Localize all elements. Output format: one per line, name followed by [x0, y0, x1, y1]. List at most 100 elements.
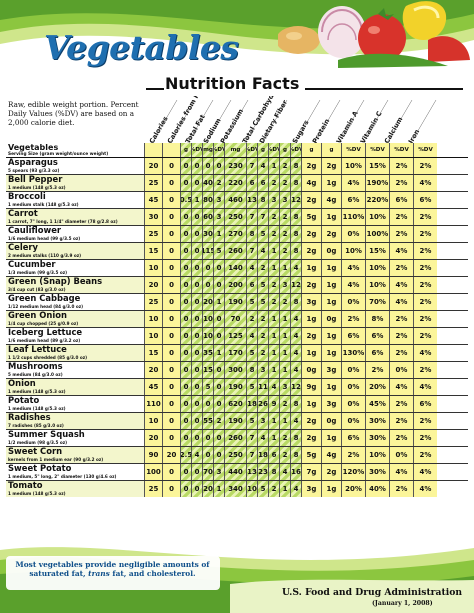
value-cell-carb-g: 23: [257, 464, 268, 480]
column-header: Vitamin A: [335, 109, 360, 145]
serving-size: 1 1/2 cups shredded (85 g/3.0 oz): [8, 354, 88, 360]
value-cell-vita: 2%: [341, 311, 365, 327]
vegetable-cell: Bell Pepper 1 medium (148 g/5.3 oz): [6, 175, 144, 191]
value-cell-carb-dv: 2: [268, 175, 279, 191]
vegetable-name: Cauliflower: [8, 226, 62, 235]
value-cell-vitc: 10%: [365, 447, 389, 463]
value-cell-sod-dv: 0: [213, 328, 224, 344]
value-cell-pot-mg: 200: [224, 277, 246, 293]
table-row: Sweet Corn kernels from 1 medium ear (90 …: [6, 446, 468, 463]
value-cell-calfat: 0: [162, 362, 180, 378]
vegetable-cell: Green (Snap) Beans 3/4 cup cut (83 g/3.0 …: [6, 277, 144, 293]
value-cell-fat-g: 0: [180, 362, 191, 378]
page-title: Vegetables: [44, 28, 239, 67]
value-cell-calcium: 6%: [389, 192, 413, 208]
value-cell-protein: 1g: [321, 328, 341, 344]
value-cell-sugars: 2g: [301, 192, 321, 208]
value-cell-carb-dv: 2: [268, 277, 279, 293]
vegetable-name: Summer Squash: [8, 430, 85, 439]
value-cell-fat-dv: 0: [191, 328, 202, 344]
value-cell-sugars: 0g: [301, 362, 321, 378]
value-cell-sod-dv: 0: [213, 447, 224, 463]
header-divider: [384, 99, 413, 146]
value-cell-pot-dv: 8: [246, 226, 257, 242]
value-cell-protein: 4g: [321, 192, 341, 208]
header-divider: [336, 99, 365, 146]
header-divider: [360, 99, 389, 146]
value-cell-cal: 10: [144, 413, 162, 429]
value-cell-carb-g: 2: [257, 345, 268, 361]
value-cell-fib-dv: 8: [290, 226, 301, 242]
value-cell-sod-dv: 1: [213, 294, 224, 310]
value-cell-calcium: 4%: [389, 464, 413, 480]
vegetable-cell: Leaf Lettuce 1 1/2 cups shredded (85 g/3.…: [6, 345, 144, 361]
value-cell-iron: 2%: [413, 362, 437, 378]
value-cell-cal: 20: [144, 277, 162, 293]
value-cell-protein: 0g: [321, 311, 341, 327]
value-cell-carb-dv: 1: [268, 260, 279, 276]
value-cell-vita: 0%: [341, 362, 365, 378]
value-cell-fib-g: 2: [279, 430, 290, 446]
value-cell-pot-dv: 4: [246, 328, 257, 344]
value-cell-pot-mg: 620: [224, 396, 246, 412]
serving-size: kernels from 1 medium ear (90 g/3.2 oz): [8, 456, 104, 462]
name-subheader: Serving Size (gram weight/ounce weight): [8, 152, 109, 157]
value-cell-carb-dv: 3: [268, 192, 279, 208]
value-cell-calfat: 0: [162, 464, 180, 480]
value-cell-pot-dv: 4: [246, 260, 257, 276]
serving-size: 1 medium (148 g/5.3 oz): [8, 184, 66, 190]
value-cell-sod-dv: 0: [213, 277, 224, 293]
value-cell-cal: 25: [144, 481, 162, 497]
value-cell-sod-dv: 0: [213, 396, 224, 412]
value-cell-carb-g: 5: [257, 277, 268, 293]
vegetable-cell: Sweet Potato 1 medium, 5" long, 2" diamet…: [6, 464, 144, 480]
value-cell-fib-g: 2: [279, 396, 290, 412]
value-cell-cal: 25: [144, 175, 162, 191]
value-cell-sugars: 5g: [301, 209, 321, 225]
value-cell-fat-g: 0: [180, 481, 191, 497]
table-row: Asparagus 5 spears (93 g/3.3 oz) 20 0 0 0 0 0 23…: [6, 157, 468, 174]
header-divider: [312, 99, 341, 146]
value-cell-sod-dv: 0: [213, 311, 224, 327]
value-cell-fat-dv: 0: [191, 277, 202, 293]
value-cell-protein: 0g: [321, 243, 341, 259]
value-cell-protein: 1g: [321, 277, 341, 293]
table-row: Summer Squash 1/2 medium (98 g/3.5 oz) 20 0…: [6, 429, 468, 446]
value-cell-vitc: 30%: [365, 413, 389, 429]
value-cell-sod-mg: 115: [202, 243, 213, 259]
value-cell-fib-dv: 8: [290, 158, 301, 174]
value-cell-vita: 120%: [341, 464, 365, 480]
value-cell-sod-mg: 20: [202, 294, 213, 310]
nutrition-table: Calories Calories from Fat Total Fat Sodium…: [6, 96, 468, 530]
value-cell-sod-dv: 1: [213, 481, 224, 497]
footnote-line2-em: trans: [88, 569, 110, 578]
serving-size: 1/12 medium head (84 g/3.0 oz): [8, 303, 84, 309]
value-cell-pot-mg: 260: [224, 243, 246, 259]
name-column-header: Vegetables Serving Size (gram weight/ounc…: [6, 143, 144, 157]
value-cell-vita: 4%: [341, 175, 365, 191]
value-cell-sugars: 9g: [301, 379, 321, 395]
value-cell-calcium: 0%: [389, 362, 413, 378]
value-cell-fat-g: 0: [180, 413, 191, 429]
value-cell-protein: 2g: [321, 158, 341, 174]
value-cell-fib-g: 1: [279, 345, 290, 361]
value-cell-sugars: 4g: [301, 175, 321, 191]
value-cell-vita: 10%: [341, 158, 365, 174]
value-cell-vita: 10%: [341, 243, 365, 259]
nutrition-grid: Vegetables Serving Size (gram weight/ounc…: [6, 143, 468, 497]
unit-cell: g: [180, 143, 191, 157]
vegetable-name: Carrot: [8, 209, 38, 218]
value-cell-pot-mg: 230: [224, 158, 246, 174]
value-cell-cal: 15: [144, 345, 162, 361]
value-cell-fat-dv: 0: [191, 413, 202, 429]
value-cell-vita: 2%: [341, 447, 365, 463]
value-cell-sod-mg: 20: [202, 481, 213, 497]
value-cell-pot-mg: 190: [224, 413, 246, 429]
value-cell-fat-g: 0: [180, 379, 191, 395]
vegetable-cell: Green Cabbage 1/12 medium head (84 g/3.0 …: [6, 294, 144, 310]
value-cell-carb-g: 5: [257, 481, 268, 497]
value-cell-protein: 0g: [321, 413, 341, 429]
value-cell-carb-dv: 1: [268, 311, 279, 327]
value-cell-fib-dv: 4: [290, 328, 301, 344]
value-cell-fat-dv: 0: [191, 362, 202, 378]
